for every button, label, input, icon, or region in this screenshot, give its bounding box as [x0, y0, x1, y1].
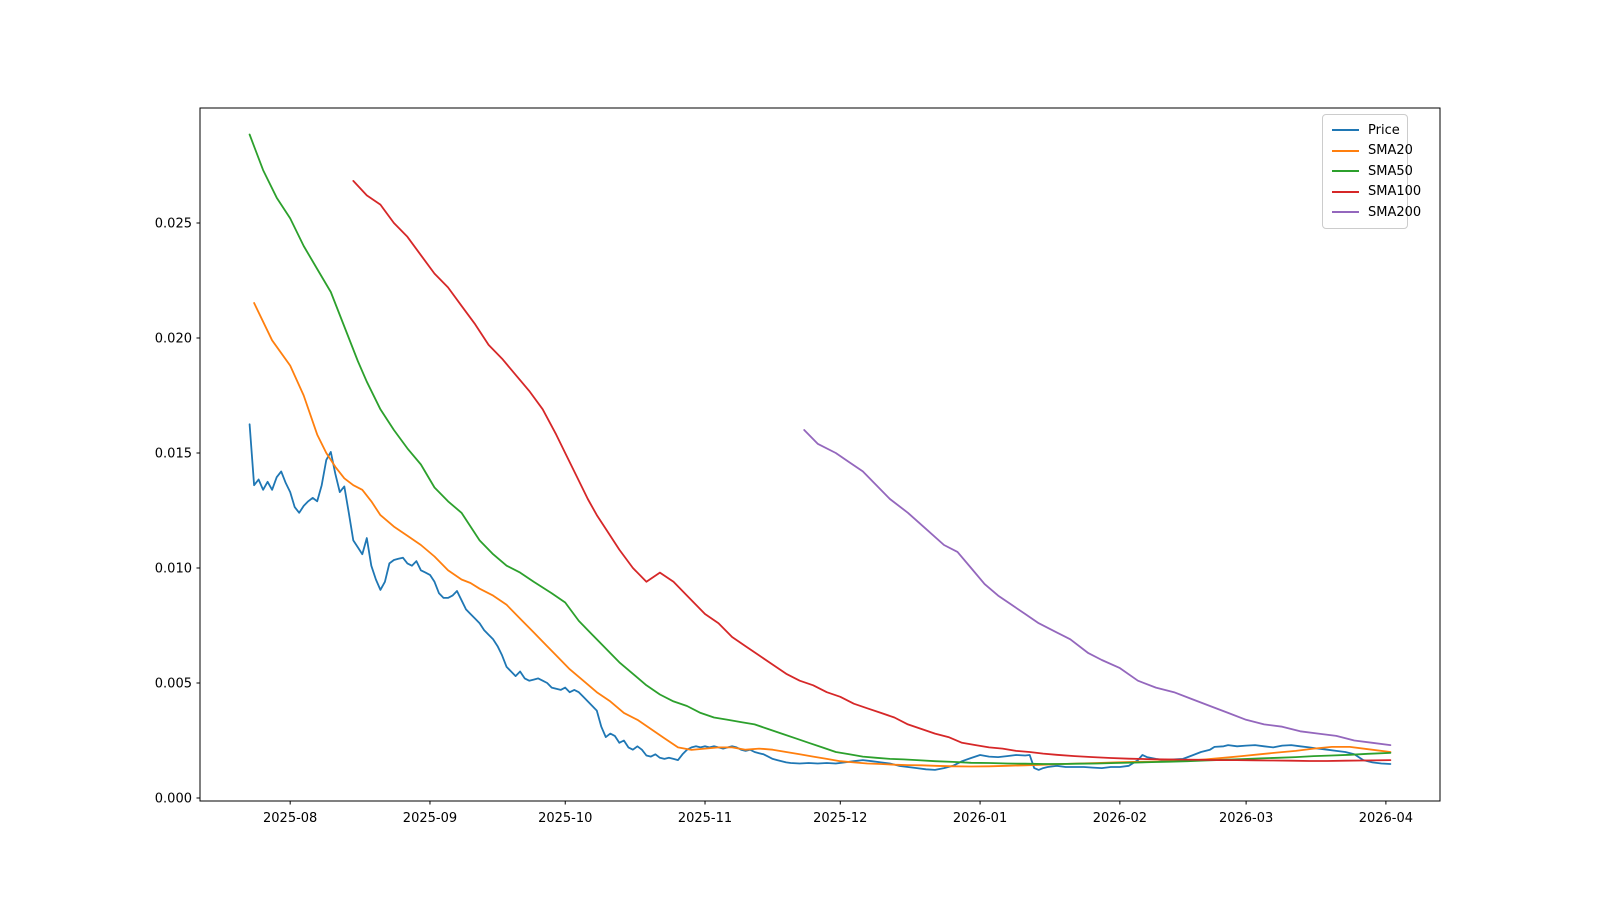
legend-entry-price: Price: [1332, 120, 1400, 141]
legend-label: SMA50: [1368, 163, 1413, 179]
legend-entry-sma100: SMA100: [1332, 182, 1421, 203]
legend: Price SMA20 SMA50 SMA100 SMA200: [1322, 114, 1421, 229]
series-line-sma50: [248, 133, 1392, 765]
legend-line-swatch: [1332, 190, 1359, 193]
legend-line-swatch: [1332, 211, 1359, 214]
y-tick-label: 0.005: [155, 677, 192, 692]
y-tick-label: 0.015: [155, 447, 192, 462]
legend-entry-sma200: SMA200: [1332, 202, 1421, 223]
series-line-sma20: [253, 302, 1392, 768]
legend-label: SMA100: [1368, 184, 1422, 200]
x-tick-label: 2025-12: [813, 811, 867, 826]
x-tick-label: 2025-08: [263, 811, 317, 826]
legend-line-swatch: [1332, 170, 1359, 173]
series-line-sma200: [803, 429, 1392, 746]
y-tick-label: 0.010: [155, 562, 192, 577]
legend-line-swatch: [1332, 149, 1359, 152]
y-tick-label: 0.020: [155, 332, 192, 347]
legend-label: SMA20: [1368, 143, 1413, 159]
x-tick-label: 2026-04: [1359, 811, 1413, 826]
y-tick-label: 0.000: [155, 792, 192, 807]
legend-entry-sma20: SMA20: [1332, 141, 1413, 162]
legend-label: Price: [1368, 122, 1400, 138]
x-tick-label: 2025-09: [403, 811, 457, 826]
y-tick-label: 0.025: [155, 217, 192, 232]
axes-spines: [199, 107, 1441, 802]
series-line-price: [248, 423, 1392, 771]
series-line-sma100: [352, 179, 1392, 762]
x-tick-label: 2025-10: [538, 811, 592, 826]
x-tick-label: 2026-03: [1219, 811, 1273, 826]
x-tick-label: 2026-01: [953, 811, 1007, 826]
x-tick-label: 2025-11: [678, 811, 732, 826]
legend-label: SMA200: [1368, 204, 1422, 220]
legend-line-swatch: [1332, 129, 1359, 132]
legend-entry-sma50: SMA50: [1332, 161, 1413, 182]
x-tick-label: 2026-02: [1093, 811, 1147, 826]
